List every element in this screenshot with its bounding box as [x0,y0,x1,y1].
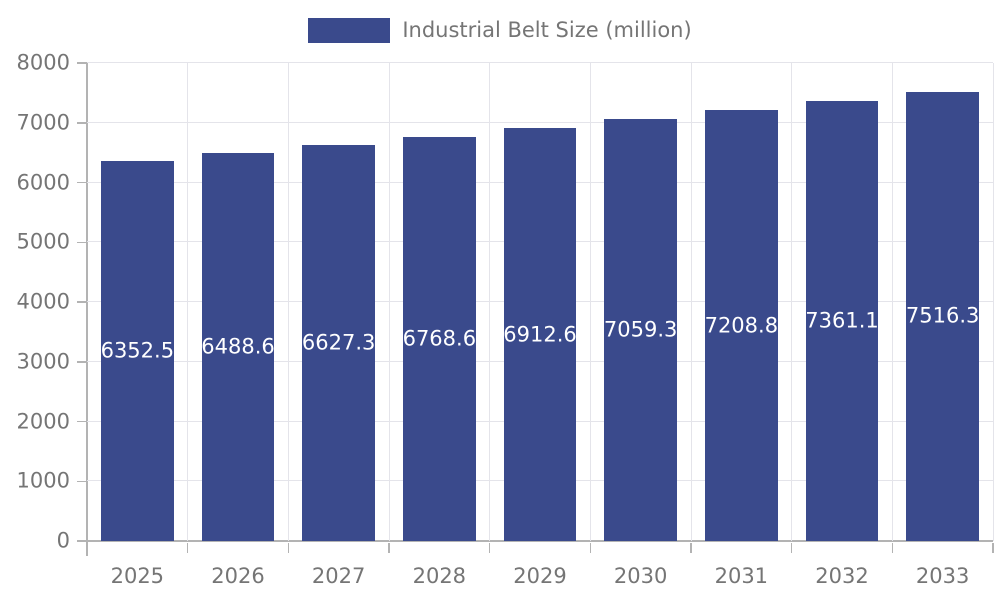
gridline-vertical [589,63,591,541]
y-axis-tick-label: 2000 [16,409,70,433]
bar-value-label: 6912.6 [503,322,577,346]
x-axis-tick-label: 2027 [311,564,366,588]
x-axis-tick [790,543,793,553]
bar-value-label: 6627.3 [301,330,376,355]
x-axis-tick-label: 2029 [513,564,567,588]
y-axis-tick-label: 0 [56,528,70,553]
gridline-vertical [791,63,793,541]
plot-area: 6352.5 6488.6 6627.3 6768.6 6912.6 7059.3 7208… [87,62,994,541]
x-axis-tick [388,543,390,553]
bar [403,136,476,541]
gridline-vertical [287,63,289,541]
bar [604,119,677,541]
x-axis-tick [690,543,692,553]
bar [805,101,879,541]
x-axis-tick-label: 2033 [915,564,970,588]
x-axis-tick-label: 2032 [815,564,869,588]
bar-value-label: 6352.5 [100,338,175,363]
x-axis-tick-label: 2026 [211,564,265,588]
y-axis-tick-label: 4000 [16,289,70,314]
bar-value-label: 6768.6 [402,326,477,351]
bar [705,110,778,541]
bar [503,127,577,541]
y-axis-tick [77,480,87,482]
legend[interactable]: Industrial Belt Size (million) [0,16,1000,44]
gridline-vertical [992,63,994,541]
x-axis-tick [992,543,994,553]
gridline-horizontal [87,62,993,63]
bar-value-label: 7208.8 [704,313,779,338]
y-axis-tick [77,301,87,303]
bar [302,145,375,541]
x-axis-line [87,540,993,542]
x-axis-tick-label: 2028 [412,564,467,588]
x-axis-tick-label: 2031 [714,564,769,588]
legend-label: Industrial Belt Size (million) [402,18,692,42]
x-axis-tick [86,543,88,553]
legend-swatch [308,17,391,43]
x-axis-tick-label: 2030 [613,564,668,588]
y-axis-tick [77,361,87,363]
y-axis-tick-label: 6000 [16,170,70,194]
y-axis-tick [77,62,87,64]
gridline-vertical [187,63,189,541]
x-axis-tick [488,543,491,553]
x-axis-tick [287,543,290,553]
x-axis-tick [186,543,189,553]
y-axis-tick [77,241,87,243]
bar [201,153,275,541]
gridline-vertical [489,63,491,541]
y-axis-tick-label: 7000 [16,110,70,135]
y-axis-tick [77,181,87,184]
bar [906,91,979,541]
y-axis-tick-label: 3000 [16,349,70,374]
y-axis-tick-label: 8000 [16,50,70,75]
y-axis-tick-label: 5000 [16,229,70,254]
x-axis-tick [891,543,894,553]
bar-value-label: 7516.3 [905,303,980,328]
y-axis-tick [77,122,87,124]
bar-value-label: 7059.3 [603,317,678,342]
y-axis-tick [77,540,87,542]
gridline-vertical [690,63,692,541]
x-axis-tick-label: 2025 [110,564,165,588]
bar [101,161,174,541]
gridline-vertical [388,63,390,541]
y-axis-line [86,63,88,556]
x-axis-tick [589,543,592,553]
y-axis-tick-label: 1000 [16,468,70,493]
bar-value-label: 6488.6 [201,334,275,359]
gridline-horizontal [87,121,993,123]
gridline-vertical [891,63,893,541]
y-axis-tick [77,420,87,423]
bar-value-label: 7361.1 [805,308,879,333]
